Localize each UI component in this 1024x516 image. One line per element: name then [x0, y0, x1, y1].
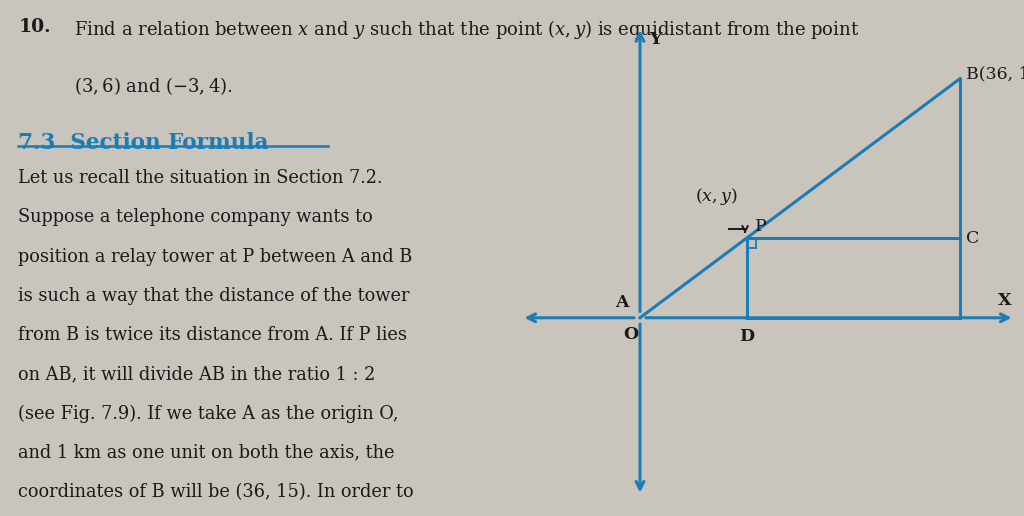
Text: B(36, 15): B(36, 15) [967, 65, 1024, 82]
Text: Y: Y [649, 31, 663, 48]
Text: position a relay tower at P between A and B: position a relay tower at P between A an… [18, 248, 413, 266]
Text: $(3, 6)$ and $(-3, 4)$.: $(3, 6)$ and $(-3, 4)$. [74, 75, 232, 96]
Text: Find a relation between $x$ and $y$ such that the point $(x, y)$ is equidistant : Find a relation between $x$ and $y$ such… [74, 18, 859, 41]
Text: D: D [739, 328, 755, 345]
Text: 7.3  Section Formula: 7.3 Section Formula [18, 132, 269, 154]
Text: on AB, it will divide AB in the ratio 1 : 2: on AB, it will divide AB in the ratio 1 … [18, 365, 376, 383]
Text: A: A [615, 294, 629, 311]
Text: from B is twice its distance from A. If P lies: from B is twice its distance from A. If … [18, 326, 408, 344]
Text: coordinates of B will be (36, 15). In order to: coordinates of B will be (36, 15). In or… [18, 483, 414, 501]
Text: Suppose a telephone company wants to: Suppose a telephone company wants to [18, 208, 373, 227]
Text: is such a way that the distance of the tower: is such a way that the distance of the t… [18, 287, 410, 305]
Text: 10.: 10. [18, 18, 51, 36]
Text: X: X [997, 292, 1012, 309]
Text: Let us recall the situation in Section 7.2.: Let us recall the situation in Section 7… [18, 169, 383, 187]
Text: $(x, y)$: $(x, y)$ [695, 186, 738, 207]
Text: C: C [967, 230, 980, 247]
Text: O: O [624, 326, 638, 343]
Text: P: P [755, 218, 766, 235]
Text: and 1 km as one unit on both the axis, the: and 1 km as one unit on both the axis, t… [18, 444, 395, 462]
Text: (see Fig. 7.9). If we take A as the origin O,: (see Fig. 7.9). If we take A as the orig… [18, 405, 399, 423]
